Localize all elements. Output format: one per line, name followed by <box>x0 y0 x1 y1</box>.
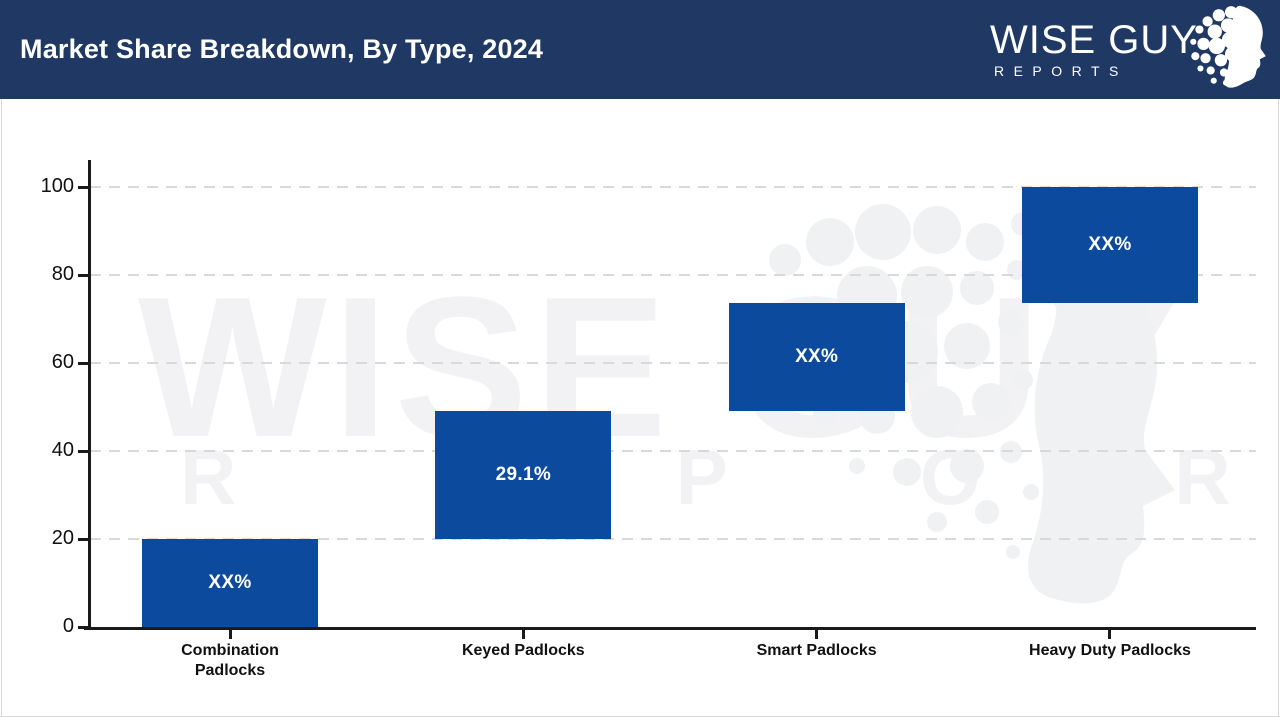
gridline-60 <box>90 362 1256 364</box>
wiseguy-logo-text: WISE GUY REPORTS <box>990 20 1198 79</box>
bar-value-label: 29.1% <box>495 463 552 485</box>
y-tick-0 <box>78 626 88 629</box>
bar-value-label: XX% <box>795 346 839 368</box>
y-tick-80 <box>78 274 88 277</box>
y-tick-label-0: 0 <box>62 615 74 637</box>
category-label: Keyed Padlocks <box>461 642 585 659</box>
bar-segment: XX% <box>728 303 905 411</box>
logo-brand-subtitle: REPORTS <box>993 63 1128 79</box>
y-tick-label-100: 100 <box>40 175 74 197</box>
y-tick-60 <box>78 362 88 365</box>
x-tick <box>521 630 525 639</box>
category-label: Combination Padlocks <box>181 642 279 679</box>
figure-right-border <box>1278 99 1279 716</box>
watermark-head-dots-icon <box>769 204 1175 604</box>
figure-left-border <box>1 99 2 716</box>
bar-value-label: XX% <box>1088 234 1132 256</box>
x-axis-line <box>84 627 1256 630</box>
y-tick-20 <box>78 538 88 541</box>
bar-value-label: XX% <box>208 572 252 593</box>
y-tick-40 <box>78 450 88 453</box>
x-tick <box>1108 630 1112 639</box>
y-tick-label-40: 40 <box>51 439 74 461</box>
x-tick <box>228 630 232 639</box>
y-axis-line <box>88 160 91 630</box>
y-tick-label-20: 20 <box>51 527 74 549</box>
y-tick-label-80: 80 <box>51 263 74 285</box>
wiseguy-logo: WISE GUY REPORTS <box>990 5 1268 95</box>
figure-bottom-border <box>0 716 1280 717</box>
wiseguy-head-icon <box>1190 5 1266 88</box>
gridline-20 <box>90 538 1256 540</box>
logo-brand-name: WISE GUY <box>989 18 1198 62</box>
y-tick-100 <box>78 186 88 189</box>
gridline-80 <box>90 274 1256 276</box>
header-band: Market Share Breakdown, By Type, 2024 WI… <box>0 0 1280 99</box>
gridline-40 <box>90 450 1256 452</box>
bar-segment: 29.1% <box>435 410 612 539</box>
category-label: Smart Padlocks <box>756 642 877 659</box>
x-tick <box>815 630 819 639</box>
watermark-brand-text: WISE GUY <box>138 256 1187 479</box>
chart-title: Market Share Breakdown, By Type, 2024 <box>20 34 544 64</box>
bar-segment: XX% <box>1021 187 1198 304</box>
category-label: Heavy Duty Padlocks <box>1029 642 1191 659</box>
gridline-100 <box>90 186 1256 188</box>
bar-segment: XX% <box>142 539 318 627</box>
y-tick-label-60: 60 <box>51 351 74 373</box>
